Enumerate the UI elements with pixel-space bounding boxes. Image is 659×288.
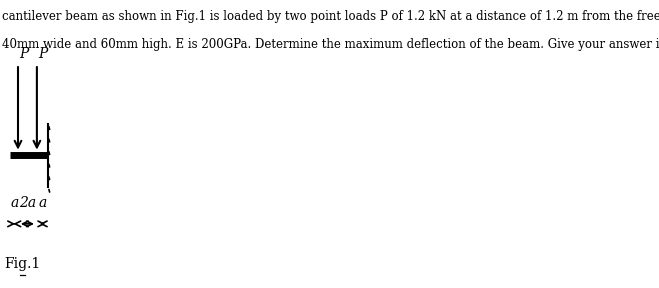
Text: P: P [19, 47, 28, 61]
Text: Fig.1: Fig.1 [5, 257, 41, 271]
Text: 40mm wide and 60mm high. E is 200GPa. Determine the maximum deflection of the be: 40mm wide and 60mm high. E is 200GPa. De… [2, 39, 659, 52]
Text: cantilever beam as shown in Fig.1 is loaded by two point loads P of 1.2 kN at a : cantilever beam as shown in Fig.1 is loa… [2, 10, 659, 23]
Text: a: a [38, 196, 47, 210]
Text: 2a: 2a [19, 196, 36, 210]
Text: P: P [38, 47, 47, 61]
Text: a: a [10, 196, 18, 210]
